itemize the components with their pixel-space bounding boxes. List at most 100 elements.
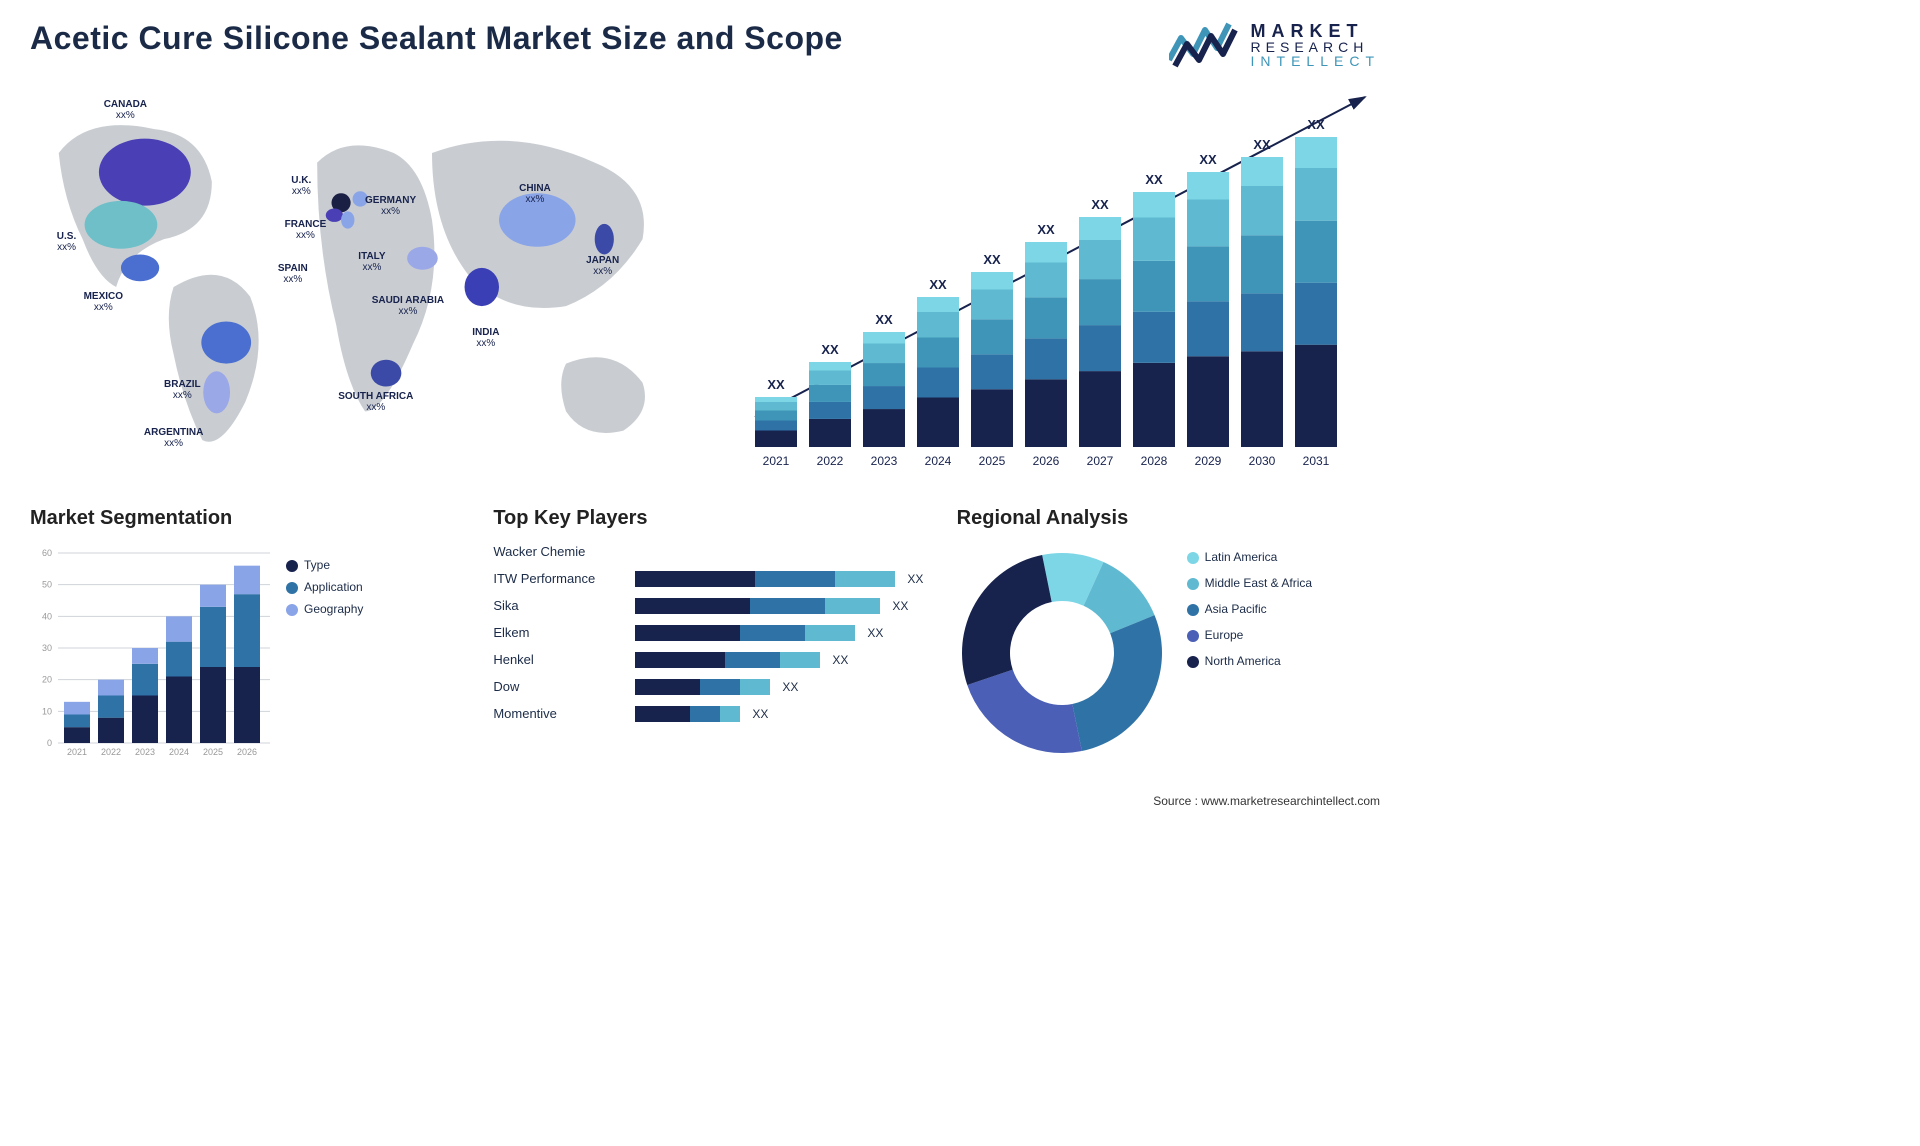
svg-text:2024: 2024	[925, 454, 952, 468]
map-label: GERMANYxx%	[365, 195, 416, 217]
player-value: XX	[867, 626, 883, 640]
player-row: Henkel XX	[493, 646, 926, 673]
svg-text:2023: 2023	[135, 747, 155, 757]
player-row: Dow XX	[493, 673, 926, 700]
player-value: XX	[907, 572, 923, 586]
players-title: Top Key Players	[493, 507, 926, 530]
svg-text:60: 60	[42, 548, 52, 558]
svg-text:2031: 2031	[1303, 454, 1330, 468]
player-value: XX	[782, 680, 798, 694]
map-label: JAPANxx%	[586, 255, 619, 277]
player-row: MomentiveXX	[493, 700, 926, 727]
svg-text:40: 40	[42, 611, 52, 621]
regional-legend: Latin America Middle East & Africa Asia Pa…	[1187, 538, 1312, 768]
map-label: INDIAxx%	[472, 327, 499, 349]
legend-item: Europe	[1187, 628, 1312, 642]
map-label: CANADAxx%	[104, 99, 147, 121]
player-name: ITW Performance	[493, 571, 623, 586]
legend-item: Type	[286, 558, 363, 572]
legend-item: Middle East & Africa	[1187, 576, 1312, 590]
svg-text:10: 10	[42, 706, 52, 716]
source-text: Source : www.marketresearchintellect.com	[1153, 794, 1380, 808]
player-bar	[635, 706, 740, 722]
svg-text:2021: 2021	[763, 454, 790, 468]
svg-text:2029: 2029	[1195, 454, 1222, 468]
player-name: Henkel	[493, 652, 623, 667]
map-label: BRAZILxx%	[164, 379, 201, 401]
player-bar	[635, 571, 895, 587]
map-label: SPAINxx%	[278, 263, 308, 285]
players-list: Wacker ChemieITW PerformanceXXSikaXXElke…	[493, 538, 926, 768]
map-label: U.S.xx%	[57, 231, 76, 253]
svg-text:XX: XX	[1091, 197, 1109, 212]
world-map: CANADAxx% U.S.xx% MEXICOxx% BRAZILxx% ARGENT…	[30, 87, 700, 487]
player-name: Dow	[493, 679, 623, 694]
legend-item: Latin America	[1187, 550, 1312, 564]
map-label: SAUDI ARABIAxx%	[372, 295, 444, 317]
player-row: Sika XX	[493, 592, 926, 619]
map-label: CHINAxx%	[519, 183, 551, 205]
regional-title: Regional Analysis	[957, 507, 1390, 530]
player-row: ITW Performance XX	[493, 565, 926, 592]
map-label: MEXICOxx%	[84, 291, 123, 313]
svg-text:2021: 2021	[67, 747, 87, 757]
player-name: Elkem	[493, 625, 623, 640]
svg-text:2025: 2025	[979, 454, 1006, 468]
player-value: XX	[892, 599, 908, 613]
svg-text:XX: XX	[875, 312, 893, 327]
svg-text:2025: 2025	[203, 747, 223, 757]
logo-line3: INTELLECT	[1251, 54, 1380, 68]
svg-text:50: 50	[42, 580, 52, 590]
player-bar	[635, 625, 855, 641]
svg-text:2023: 2023	[871, 454, 898, 468]
svg-text:20: 20	[42, 675, 52, 685]
segmentation-panel: Market Segmentation 0 10 20 30 40 50 60 2021 202…	[30, 507, 463, 787]
player-bar	[635, 679, 770, 695]
legend-item: Geography	[286, 602, 363, 616]
legend-item: Asia Pacific	[1187, 602, 1312, 616]
svg-text:2027: 2027	[1087, 454, 1114, 468]
segmentation-legend: Type Application Geography	[286, 538, 363, 768]
svg-text:XX: XX	[767, 377, 785, 392]
map-label: SOUTH AFRICAxx%	[338, 391, 413, 413]
svg-text:2022: 2022	[101, 747, 121, 757]
svg-text:0: 0	[47, 738, 52, 748]
player-value: XX	[832, 653, 848, 667]
brand-logo: MARKET RESEARCH INTELLECT	[1169, 20, 1380, 70]
svg-text:2024: 2024	[169, 747, 189, 757]
logo-mark-icon	[1169, 20, 1239, 70]
svg-text:XX: XX	[1199, 152, 1217, 167]
map-label: U.K.xx%	[291, 175, 311, 197]
segmentation-chart: 0 10 20 30 40 50 60 2021 2022 2023 2024 2025 2026	[30, 538, 270, 768]
svg-text:2030: 2030	[1249, 454, 1276, 468]
regional-donut	[957, 538, 1167, 768]
svg-text:2026: 2026	[1033, 454, 1060, 468]
svg-text:XX: XX	[821, 342, 839, 357]
svg-text:XX: XX	[1037, 222, 1055, 237]
svg-text:2022: 2022	[817, 454, 844, 468]
legend-item: Application	[286, 580, 363, 594]
svg-text:2028: 2028	[1141, 454, 1168, 468]
svg-text:2026: 2026	[237, 747, 257, 757]
map-label: ARGENTINAxx%	[144, 427, 203, 449]
segmentation-title: Market Segmentation	[30, 507, 463, 530]
regional-panel: Regional Analysis Latin America Middle Ea…	[957, 507, 1390, 787]
logo-line2: RESEARCH	[1251, 40, 1380, 54]
logo-line1: MARKET	[1251, 22, 1380, 40]
player-name: Wacker Chemie	[493, 544, 623, 559]
player-bar	[635, 652, 820, 668]
players-panel: Top Key Players Wacker Chemie ITW Perform…	[493, 507, 926, 787]
svg-text:30: 30	[42, 643, 52, 653]
player-bar	[635, 598, 880, 614]
map-label: ITALYxx%	[358, 251, 385, 273]
svg-text:XX: XX	[983, 252, 1001, 267]
player-row: Wacker Chemie	[493, 538, 926, 565]
svg-text:XX: XX	[929, 277, 947, 292]
forecast-chart: XX 2021 XX 2022 XX 2023 XX 2024 XX 2025 XX 2026 XX 20…	[720, 87, 1390, 487]
svg-text:XX: XX	[1253, 137, 1271, 152]
svg-text:XX: XX	[1307, 117, 1325, 132]
player-name: Sika	[493, 598, 623, 613]
player-row: Elkem XX	[493, 619, 926, 646]
player-value: XX	[752, 707, 768, 721]
svg-text:XX: XX	[1145, 172, 1163, 187]
